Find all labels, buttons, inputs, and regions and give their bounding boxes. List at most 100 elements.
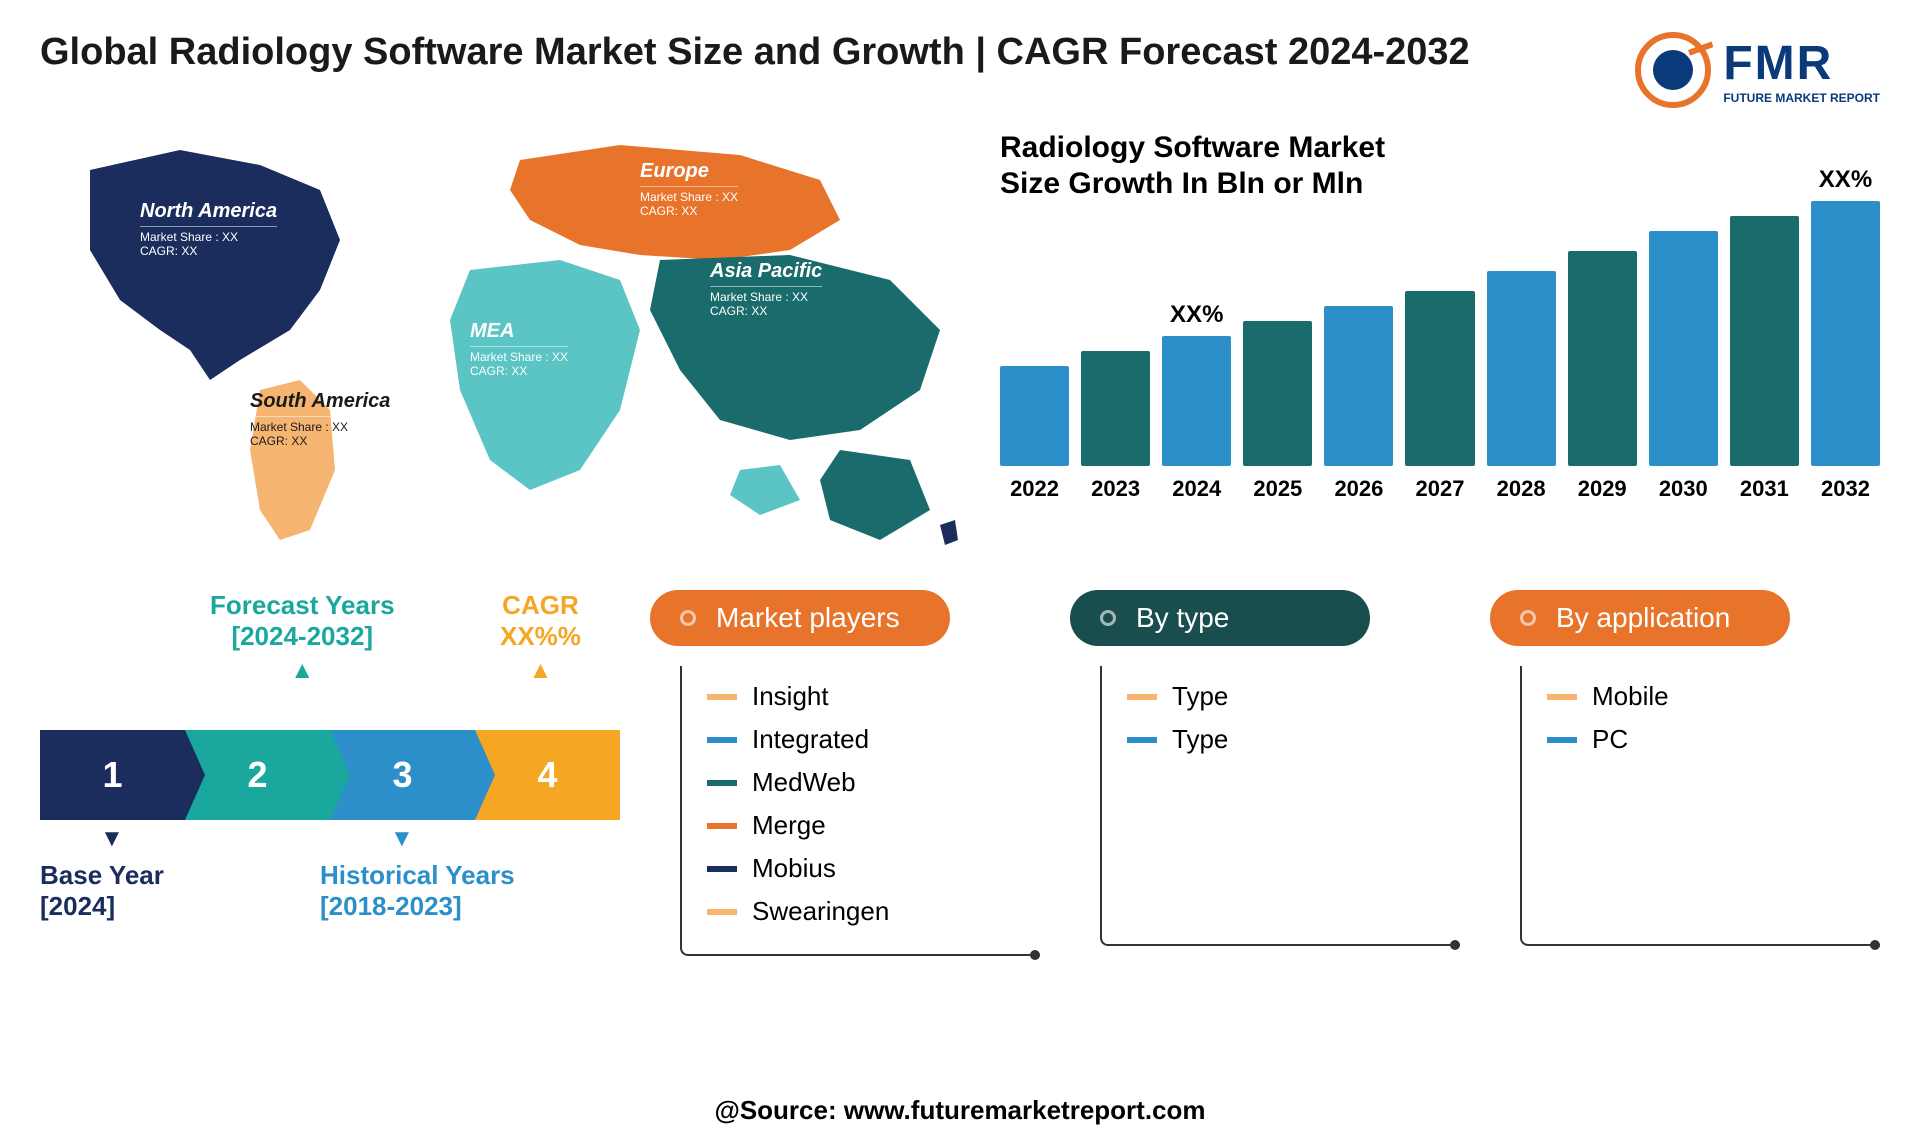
world-map: North AmericaMarket Share : XXCAGR: XXSo… — [40, 130, 960, 550]
timeline-box-1: 1 — [40, 730, 185, 820]
bar-2024: XX% 2024 — [1162, 336, 1231, 502]
item-label: Swearingen — [752, 896, 889, 927]
category-by-type: By type Type Type — [1070, 590, 1460, 956]
bar-year-label: 2023 — [1091, 476, 1140, 502]
item-label: PC — [1592, 724, 1628, 755]
bar-year-label: 2026 — [1334, 476, 1383, 502]
base-range: [2024] — [40, 891, 164, 922]
item-label: Merge — [752, 810, 826, 841]
bar-2031: 2031 — [1730, 216, 1799, 502]
header: Global Radiology Software Market Size an… — [40, 30, 1880, 110]
logo: FMR FUTURE MARKET REPORT — [1633, 30, 1880, 110]
bar-annotation: XX% — [1819, 166, 1872, 194]
bar-2022: 2022 — [1000, 366, 1069, 502]
category-items: Insight Integrated MedWeb Merge Mobius Sweari… — [680, 666, 1040, 956]
region-label-mea: MEAMarket Share : XXCAGR: XX — [470, 320, 568, 378]
color-marker — [707, 780, 737, 786]
bar-2032: XX% 2032 — [1811, 201, 1880, 502]
bottom-row: Forecast Years [2024-2032] ▲ CAGR XX%% ▲… — [40, 590, 1880, 956]
cagr-label: CAGR XX%% ▲ — [500, 590, 581, 685]
bar-year-label: 2027 — [1416, 476, 1465, 502]
logo-icon — [1633, 30, 1713, 110]
color-marker — [1127, 694, 1157, 700]
bar-2028: 2028 — [1487, 271, 1556, 502]
category-items: Type Type — [1100, 666, 1460, 946]
item-label: Integrated — [752, 724, 869, 755]
historical-label: Historical Years [2018-2023] — [320, 860, 515, 922]
color-marker — [707, 823, 737, 829]
region-label-asia-pacific: Asia PacificMarket Share : XXCAGR: XX — [710, 260, 822, 318]
category-item: Type — [1127, 681, 1460, 712]
category-by-application: By application Mobile PC — [1490, 590, 1880, 956]
triangle-down-icon: ▼ — [100, 825, 124, 853]
bar-year-label: 2024 — [1172, 476, 1221, 502]
dot-icon — [680, 610, 696, 626]
category-items: Mobile PC — [1520, 666, 1880, 946]
categories: Market playersInsightIntegratedMedWebMer… — [650, 590, 1880, 956]
bar-rect — [1162, 336, 1231, 466]
bar-2029: 2029 — [1568, 251, 1637, 502]
triangle-up-icon: ▲ — [210, 657, 395, 685]
bar-year-label: 2028 — [1497, 476, 1546, 502]
color-marker — [1127, 737, 1157, 743]
color-marker — [707, 737, 737, 743]
color-marker — [707, 866, 737, 872]
cagr-title: CAGR — [500, 590, 581, 621]
timeline-boxes: 1234 — [40, 730, 620, 820]
category-item: MedWeb — [707, 767, 1040, 798]
item-label: Mobius — [752, 853, 836, 884]
bar-chart-section: Radiology Software Market Size Growth In… — [1000, 130, 1880, 550]
bar-year-label: 2031 — [1740, 476, 1789, 502]
bar-2025: 2025 — [1243, 321, 1312, 502]
logo-fmr: FMR — [1723, 36, 1880, 91]
bar-rect — [1811, 201, 1880, 466]
category-item: Mobile — [1547, 681, 1880, 712]
bar-annotation: XX% — [1170, 301, 1223, 329]
item-label: MedWeb — [752, 767, 856, 798]
bar-rect — [1000, 366, 1069, 466]
bar-2023: 2023 — [1081, 351, 1150, 502]
logo-sub: FUTURE MARKET REPORT — [1723, 91, 1880, 105]
bar-year-label: 2030 — [1659, 476, 1708, 502]
timeline-box-2: 2 — [185, 730, 330, 820]
item-label: Insight — [752, 681, 829, 712]
bar-rect — [1487, 271, 1556, 466]
region-label-south-america: South AmericaMarket Share : XXCAGR: XX — [250, 390, 390, 448]
item-label: Mobile — [1592, 681, 1669, 712]
dot-icon — [1520, 610, 1536, 626]
category-item: PC — [1547, 724, 1880, 755]
category-title: By application — [1556, 602, 1730, 634]
timeline-box-4: 4 — [475, 730, 620, 820]
category-item: Type — [1127, 724, 1460, 755]
page-title: Global Radiology Software Market Size an… — [40, 30, 1470, 76]
source-attribution: @Source: www.futuremarketreport.com — [714, 1095, 1205, 1126]
chart-title: Radiology Software Market Size Growth In… — [1000, 130, 1450, 202]
color-marker — [707, 694, 737, 700]
timeline: Forecast Years [2024-2032] ▲ CAGR XX%% ▲… — [40, 590, 620, 940]
category-title: By type — [1136, 602, 1229, 634]
base-year-label: Base Year [2024] — [40, 860, 164, 922]
bar-year-label: 2022 — [1010, 476, 1059, 502]
forecast-title: Forecast Years — [210, 590, 395, 621]
main-row: North AmericaMarket Share : XXCAGR: XXSo… — [40, 130, 1880, 550]
bar-rect — [1405, 291, 1474, 466]
bar-rect — [1243, 321, 1312, 466]
triangle-down-icon: ▼ — [390, 825, 414, 853]
bars-container: 2022 2023 XX% 2024 2025 2026 2027 2028 20… — [1000, 222, 1880, 502]
region-label-europe: EuropeMarket Share : XXCAGR: XX — [640, 160, 738, 218]
bar-year-label: 2029 — [1578, 476, 1627, 502]
bar-rect — [1568, 251, 1637, 466]
item-label: Type — [1172, 681, 1228, 712]
timeline-box-3: 3 — [330, 730, 475, 820]
color-marker — [707, 909, 737, 915]
historical-range: [2018-2023] — [320, 891, 515, 922]
color-marker — [1547, 737, 1577, 743]
forecast-label: Forecast Years [2024-2032] ▲ — [210, 590, 395, 685]
bar-year-label: 2025 — [1253, 476, 1302, 502]
item-label: Type — [1172, 724, 1228, 755]
forecast-range: [2024-2032] — [210, 621, 395, 652]
bar-2030: 2030 — [1649, 231, 1718, 502]
category-item: Integrated — [707, 724, 1040, 755]
category-header: By application — [1490, 590, 1790, 646]
bar-rect — [1324, 306, 1393, 466]
